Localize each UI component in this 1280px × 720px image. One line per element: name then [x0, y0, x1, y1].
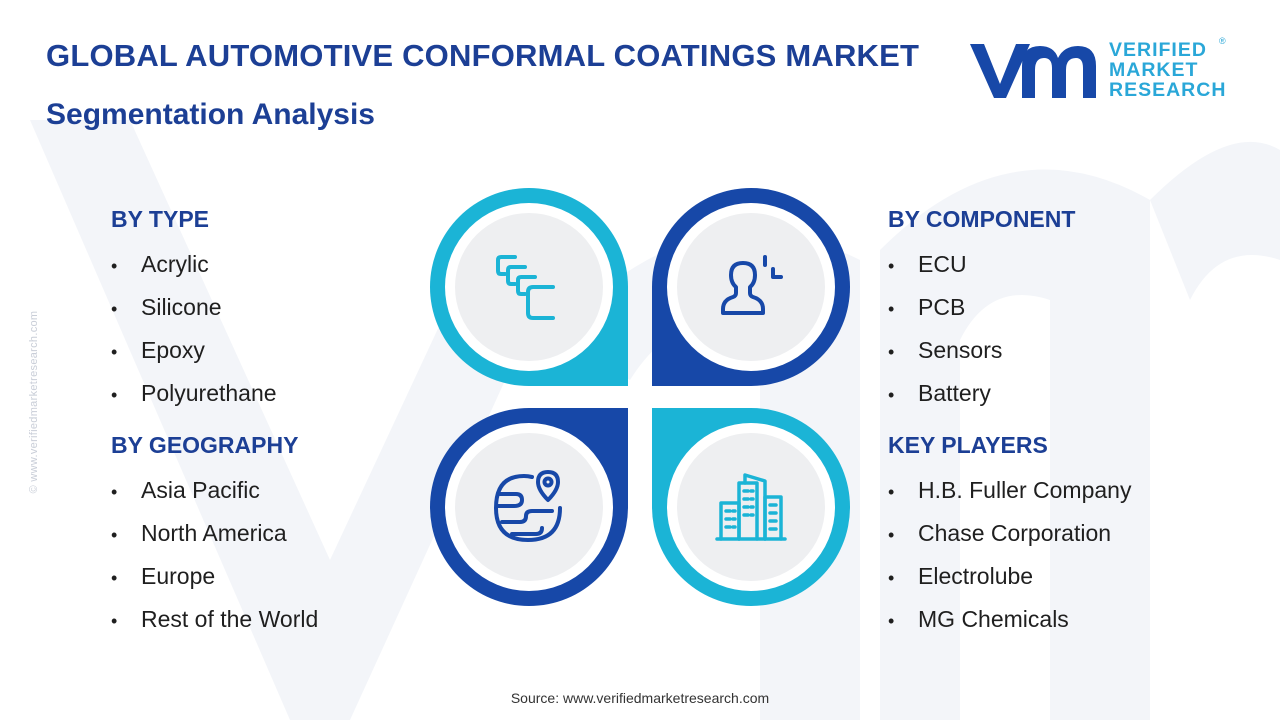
logo-line-market: MARKET	[1109, 59, 1199, 81]
segment-heading: BY COMPONENT	[888, 206, 1076, 232]
vmr-logo-mark	[970, 44, 1096, 98]
list-item: • Chase Corporation	[888, 520, 1112, 546]
list-item: • Epoxy	[111, 337, 205, 363]
segment-heading: BY GEOGRAPHY	[111, 432, 299, 458]
list-item: • Rest of the World	[111, 606, 319, 632]
segment-key-players: KEY PLAYERS • H.B. Fuller Company • Chase …	[888, 432, 1131, 641]
list-item: • Polyurethane	[111, 380, 277, 406]
page-subtitle: Segmentation Analysis	[46, 98, 375, 131]
list-item: • Europe	[111, 563, 216, 589]
source-footnote: Source: www.verifiedmarketresearch.com	[510, 690, 770, 706]
page-title: GLOBAL AUTOMOTIVE CONFORMAL COATINGS MAR…	[46, 38, 920, 73]
list-item: • MG Chemicals	[888, 606, 1069, 632]
segment-by-geography: BY GEOGRAPHY • Asia Pacific • North Americ…	[111, 432, 318, 641]
petal-key-players	[652, 408, 850, 606]
company-logo: VERIFIED MARKET RESEARCH ®	[966, 36, 1236, 106]
list-item: • Electrolube	[888, 563, 1034, 589]
layers-icon	[496, 255, 555, 320]
list-item: • PCB	[888, 294, 966, 320]
segment-petal-graphic	[430, 188, 850, 608]
registered-mark: ®	[1219, 36, 1226, 46]
list-item: • Asia Pacific	[111, 477, 260, 503]
globe-pin-icon	[494, 470, 562, 542]
buildings-icon	[715, 473, 787, 541]
segment-heading: BY TYPE	[111, 206, 209, 232]
segment-heading: KEY PLAYERS	[888, 432, 1048, 458]
list-item: • H.B. Fuller Company	[888, 477, 1132, 503]
logo-line-verified: VERIFIED	[1109, 39, 1207, 61]
side-watermark-url: © www.verifiedmarketresearch.com	[28, 310, 40, 494]
list-item: • Silicone	[111, 294, 222, 320]
segment-by-type: BY TYPE • Acrylic • Silicone • Epoxy • Polyu…	[111, 206, 277, 415]
list-item: • Sensors	[888, 337, 1003, 363]
list-item: • ECU	[888, 251, 967, 277]
petal-component	[652, 188, 850, 386]
petal-geography	[430, 408, 628, 606]
list-item: • North America	[111, 520, 287, 546]
petal-type	[430, 188, 628, 386]
segment-by-component: BY COMPONENT • ECU • PCB • Sensors • Battery	[888, 206, 1075, 415]
list-item: • Battery	[888, 380, 991, 406]
logo-line-research: RESEARCH	[1109, 79, 1227, 101]
user-component-icon	[721, 255, 783, 315]
logo-wordmark: VERIFIED MARKET RESEARCH	[1109, 40, 1226, 100]
list-item: • Acrylic	[111, 251, 209, 277]
